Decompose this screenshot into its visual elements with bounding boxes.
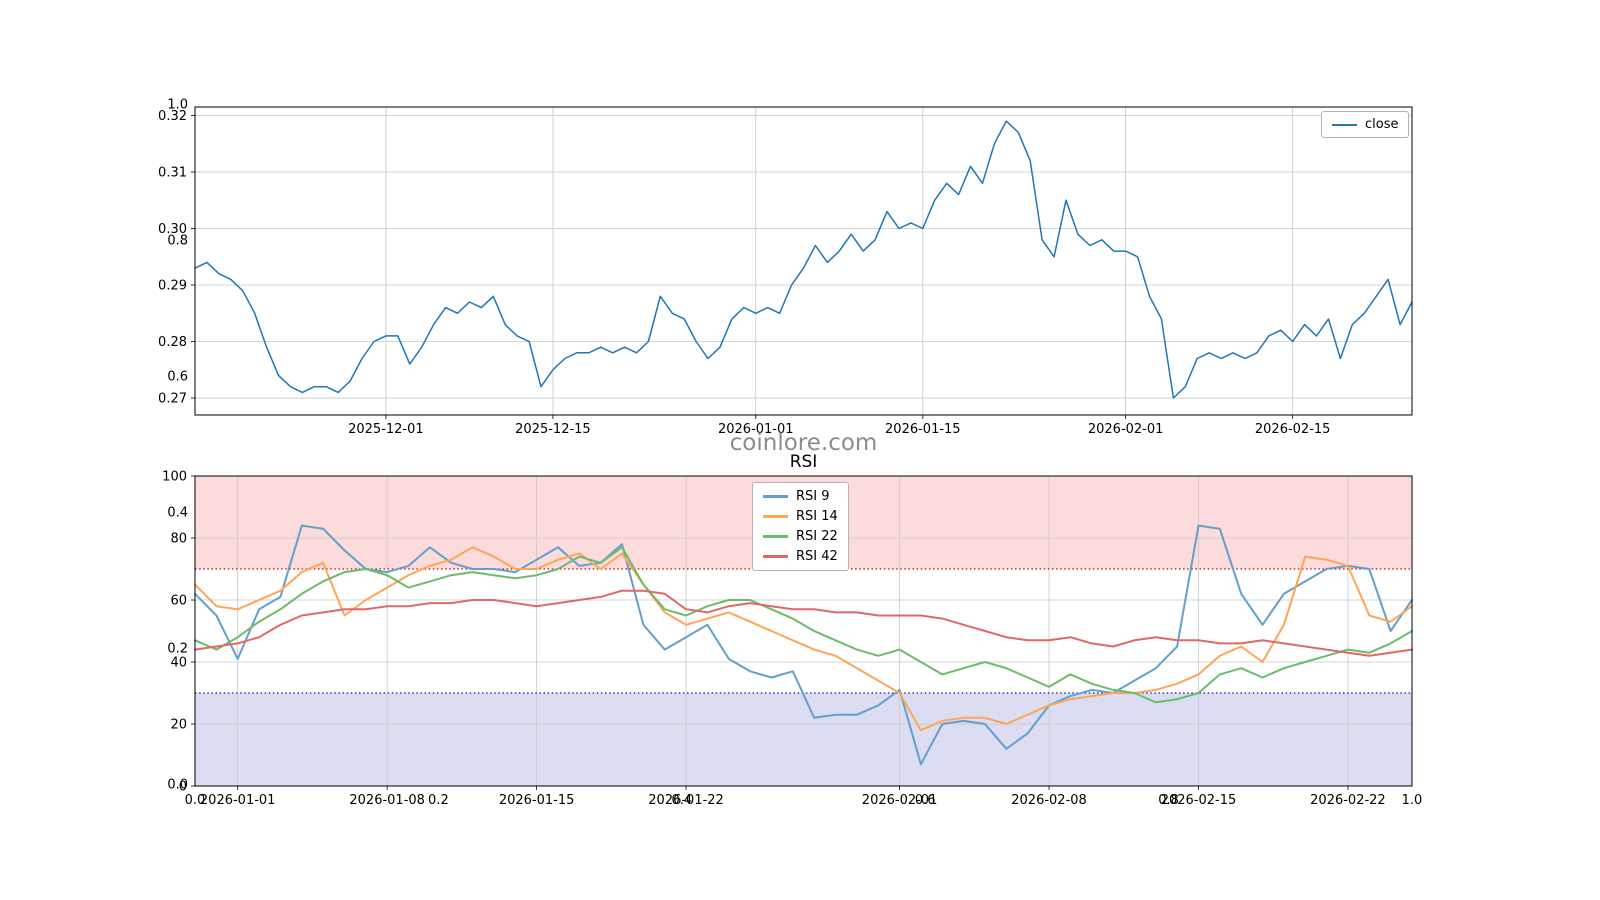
overlay-y-tick-label: 0.4 — [167, 506, 188, 521]
rsi-42-legend-line-icon — [763, 555, 788, 558]
rsi-14-legend-label: RSI 14 — [796, 509, 838, 524]
x-tick-label: 2026-01-01 — [200, 793, 276, 808]
x-tick-label: 2026-02-22 — [1310, 793, 1386, 808]
x-tick-label: 2026-01-15 — [885, 422, 961, 437]
overlay-y-tick-label: 1.0 — [167, 98, 188, 113]
rsi-legend-item-rsi-9: RSI 9 — [763, 489, 838, 504]
y-tick-label: 0.28 — [158, 335, 187, 350]
close-legend-label: close — [1365, 117, 1399, 132]
price-axes-box — [194, 106, 1413, 416]
x-tick-label: 2026-02-15 — [1161, 793, 1237, 808]
overlay-x-tick-label: 0.2 — [428, 793, 449, 808]
overlay-y-tick-label: 0.0 — [167, 778, 188, 793]
x-tick-label: 2026-02-01 — [1088, 422, 1164, 437]
y-tick-label: 0.30 — [158, 222, 187, 237]
rsi-axes-box — [194, 475, 1413, 787]
y-tick-label: 0.27 — [158, 392, 187, 407]
x-tick-label: 2026-01-08 — [349, 793, 425, 808]
rsi-14-legend-line-icon — [763, 515, 788, 518]
watermark: coinlore.com — [729, 430, 878, 456]
y-tick-label: 0.31 — [158, 165, 187, 180]
overlay-x-tick-label: 0.6 — [915, 793, 936, 808]
close-legend: close — [1321, 111, 1410, 138]
rsi-legend-item-rsi-22: RSI 22 — [763, 529, 838, 544]
overlay-x-tick-label: 0.8 — [1158, 793, 1179, 808]
x-tick-label: 2025-12-15 — [515, 422, 591, 437]
rsi-legend-item-rsi-42: RSI 42 — [763, 549, 838, 564]
x-tick-label: 2026-01-15 — [499, 793, 575, 808]
y-tick-label: 80 — [170, 532, 187, 547]
rsi-22-legend-label: RSI 22 — [796, 529, 838, 544]
y-tick-label: 0.32 — [158, 109, 187, 124]
overlay-x-tick-label: 0.0 — [185, 793, 206, 808]
rsi-legend-item-rsi-14: RSI 14 — [763, 509, 838, 524]
rsi-22-legend-line-icon — [763, 535, 788, 538]
rsi-22-line — [194, 546, 1413, 704]
y-tick-label: 0 — [179, 780, 187, 795]
overlay-x-tick-label: 1.0 — [1402, 793, 1423, 808]
x-tick-label: 2026-01-22 — [648, 793, 724, 808]
close-line — [194, 120, 1413, 399]
rsi-9-legend-line-icon — [763, 495, 788, 498]
x-tick-label: 2026-01-01 — [718, 422, 794, 437]
overlay-x-tick-label: 0.4 — [671, 793, 692, 808]
close-legend-line-icon — [1332, 123, 1357, 126]
y-tick-label: 20 — [170, 718, 187, 733]
x-tick-label: 2026-02-15 — [1255, 422, 1331, 437]
x-tick-label: 2026-02-08 — [1011, 793, 1087, 808]
rsi-9-legend-label: RSI 9 — [796, 489, 830, 504]
rsi-42-line — [194, 589, 1413, 657]
rsi-band — [195, 693, 1412, 786]
rsi-9-line — [194, 524, 1413, 766]
overlay-y-tick-label: 0.2 — [167, 642, 188, 657]
x-tick-label: 2025-12-01 — [348, 422, 424, 437]
overlay-y-tick-label: 0.8 — [167, 234, 188, 249]
y-tick-label: 0.29 — [158, 279, 187, 294]
overlay-y-tick-label: 0.6 — [167, 370, 188, 385]
rsi-42-legend-label: RSI 42 — [796, 549, 838, 564]
y-tick-label: 60 — [170, 594, 187, 609]
y-tick-label: 40 — [170, 656, 187, 671]
rsi-chart-title: RSI — [789, 452, 818, 472]
rsi-legend: RSI 9 RSI 14 RSI 22 RSI 42 — [752, 482, 849, 571]
y-tick-label: 100 — [162, 470, 187, 485]
x-tick-label: 2026-02-01 — [862, 793, 938, 808]
